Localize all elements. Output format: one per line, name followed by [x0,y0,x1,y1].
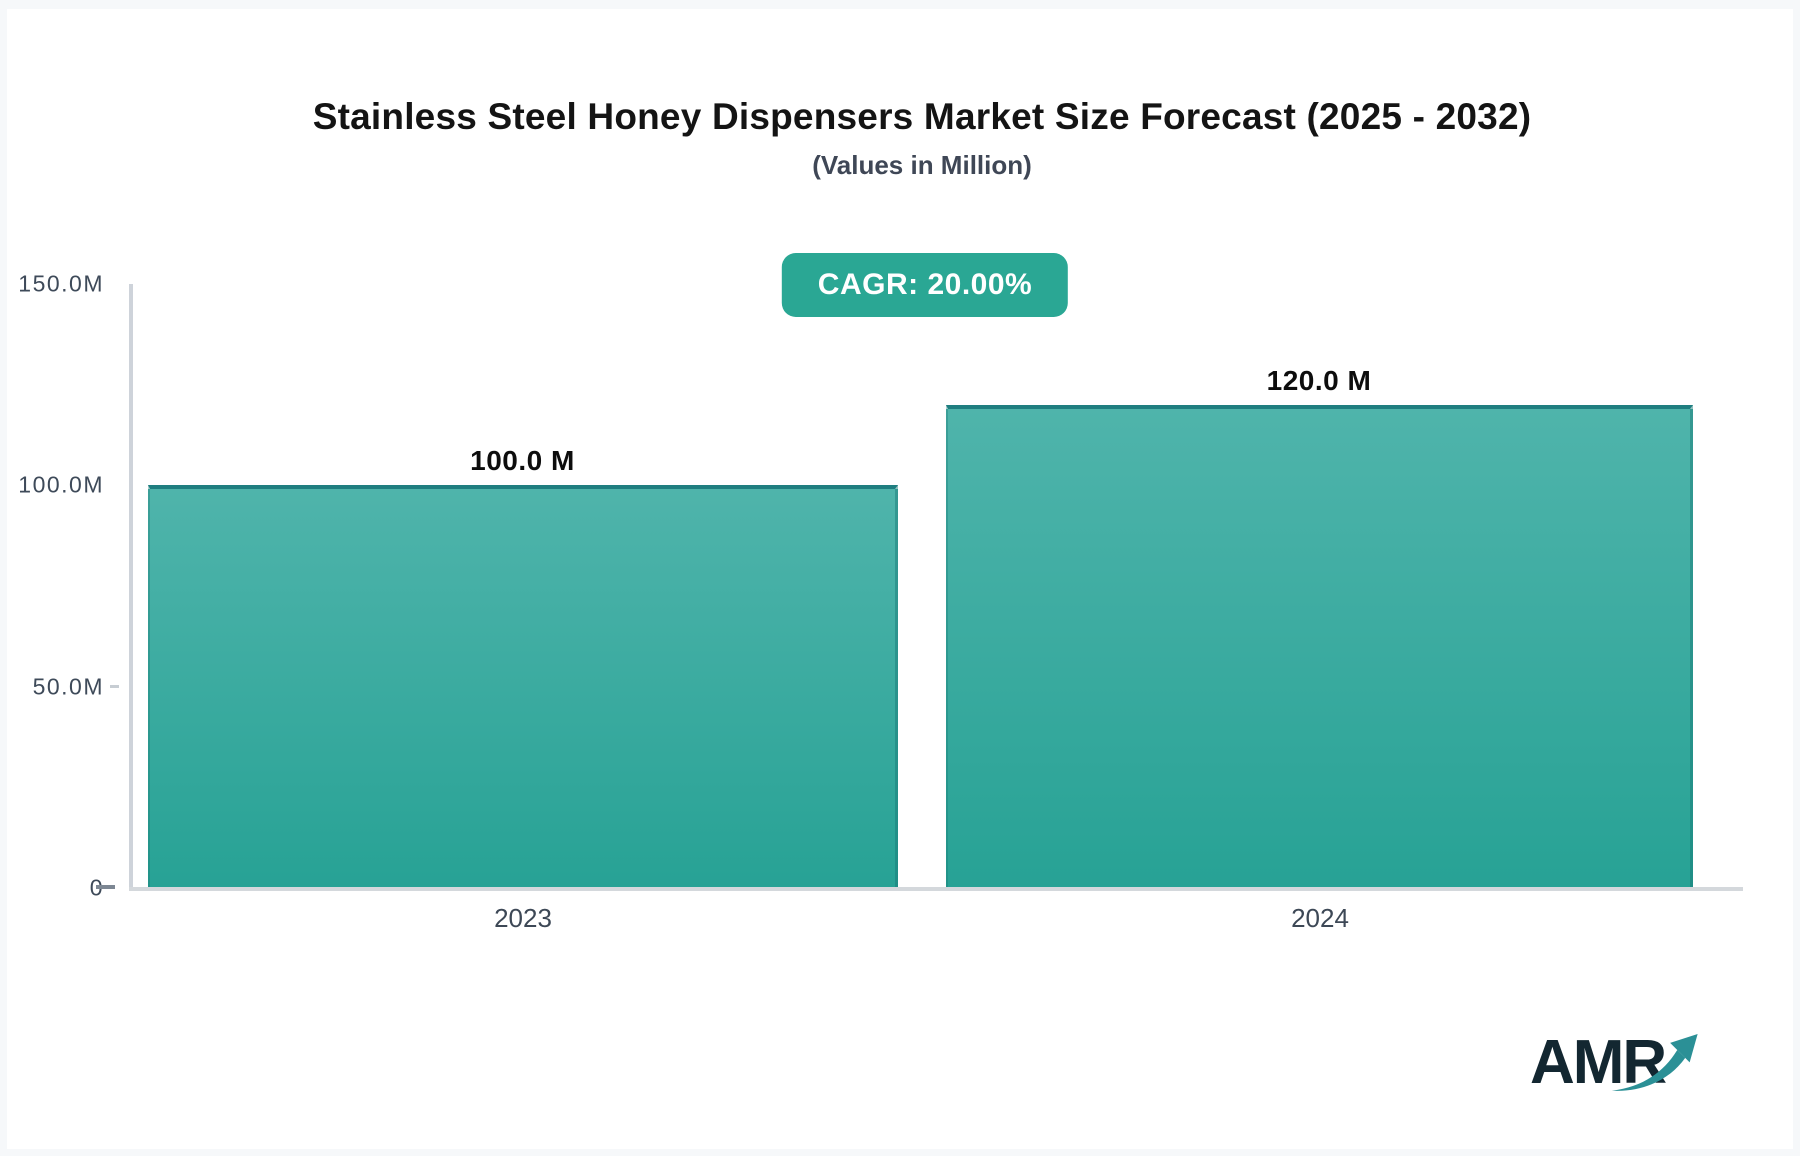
chart-title: Stainless Steel Honey Dispensers Market … [312,96,1532,137]
cagr-badge: CAGR: 20.00% [781,253,1069,317]
amr-logo: AMR [1530,1030,1720,1114]
y-tick-mark-50 [110,685,119,688]
x-axis-line [129,887,1743,891]
chart-subtitle: (Values in Million) [812,150,1032,180]
y-tick-label-100: 100.0M [18,471,104,498]
x-tick-label-2024: 2024 [1291,903,1349,933]
y-tick-mark-0 [96,885,115,889]
bar-2023[interactable]: 100.0 M [148,445,898,888]
y-tick-label-0: 0 [0,875,104,902]
y-axis-line [129,284,133,891]
bar-2024[interactable]: 120.0 M [946,365,1693,888]
x-tick-label-2023: 2023 [494,903,552,933]
bar-value-label: 100.0 M [470,445,575,476]
y-tick-label-150: 150.0M [18,270,104,297]
bar-value-label: 120.0 M [1266,365,1372,396]
y-tick-label-50: 50.0M [32,673,104,700]
growth-arrow-icon [1611,1034,1698,1091]
